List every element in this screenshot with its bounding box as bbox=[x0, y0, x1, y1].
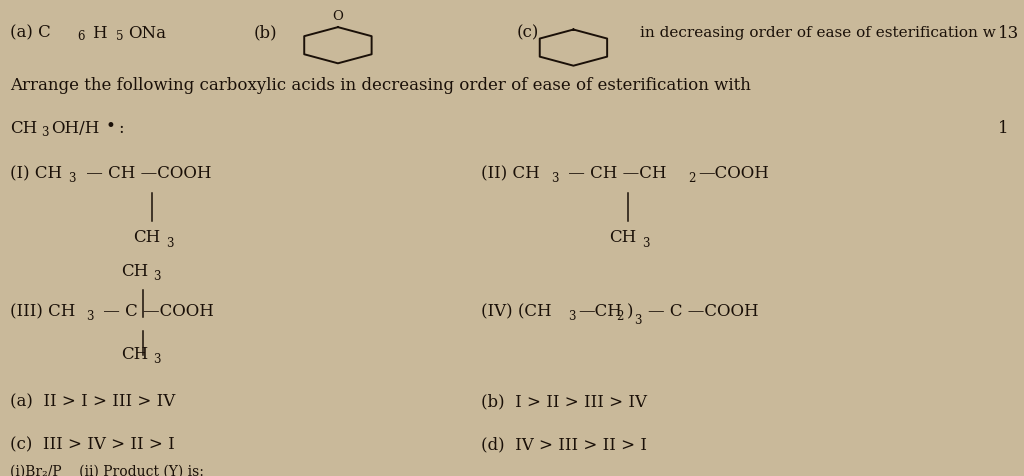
Text: 3: 3 bbox=[551, 172, 558, 185]
Text: (b): (b) bbox=[254, 25, 278, 42]
Text: CH: CH bbox=[121, 263, 148, 280]
Text: 6: 6 bbox=[77, 30, 84, 43]
Text: — C —COOH: — C —COOH bbox=[648, 303, 759, 320]
Text: — C —COOH: — C —COOH bbox=[98, 303, 214, 320]
Text: (d)  IV > III > II > I: (d) IV > III > II > I bbox=[481, 436, 647, 454]
Text: 3: 3 bbox=[154, 270, 161, 283]
Text: (i)Br₂/P    (ii) Product (Y) is:: (i)Br₂/P (ii) Product (Y) is: bbox=[10, 464, 204, 476]
Text: (c): (c) bbox=[517, 25, 540, 42]
Text: H: H bbox=[92, 25, 106, 42]
Text: 3: 3 bbox=[634, 314, 641, 327]
Text: (II) CH: (II) CH bbox=[481, 165, 540, 182]
Text: CH: CH bbox=[10, 120, 38, 137]
Text: 13: 13 bbox=[998, 25, 1020, 42]
Text: 2: 2 bbox=[616, 310, 624, 323]
Text: 5: 5 bbox=[116, 30, 123, 43]
Text: CH: CH bbox=[609, 229, 637, 247]
Text: Arrange the following carboxylic acids in decreasing order of ease of esterifica: Arrange the following carboxylic acids i… bbox=[10, 77, 752, 94]
Text: O: O bbox=[333, 10, 343, 23]
Text: (c)  III > IV > II > I: (c) III > IV > II > I bbox=[10, 436, 175, 454]
Text: — CH —COOH: — CH —COOH bbox=[81, 165, 211, 182]
Text: 3: 3 bbox=[642, 237, 649, 249]
Text: (I) CH: (I) CH bbox=[10, 165, 62, 182]
Text: (III) CH: (III) CH bbox=[10, 303, 76, 320]
Text: :: : bbox=[118, 120, 123, 137]
Text: in decreasing order of ease of esterification w: in decreasing order of ease of esterific… bbox=[640, 26, 995, 40]
Text: ): ) bbox=[627, 303, 633, 320]
Text: CH: CH bbox=[133, 229, 161, 247]
Text: —COOH: —COOH bbox=[698, 165, 769, 182]
Text: ONa: ONa bbox=[128, 25, 166, 42]
Text: (IV) (CH: (IV) (CH bbox=[481, 303, 552, 320]
Text: (a)  II > I > III > IV: (a) II > I > III > IV bbox=[10, 394, 175, 411]
Text: OH/H: OH/H bbox=[51, 120, 99, 137]
Text: 3: 3 bbox=[166, 237, 173, 249]
Text: 3: 3 bbox=[568, 310, 575, 323]
Text: 2: 2 bbox=[688, 172, 695, 185]
Text: 1: 1 bbox=[998, 120, 1009, 137]
Text: —CH: —CH bbox=[579, 303, 623, 320]
Text: 3: 3 bbox=[69, 172, 76, 185]
Text: 3: 3 bbox=[41, 126, 48, 139]
Text: CH: CH bbox=[121, 346, 148, 363]
Text: — CH —CH: — CH —CH bbox=[563, 165, 667, 182]
Text: •: • bbox=[105, 118, 116, 135]
Text: (a) C: (a) C bbox=[10, 25, 51, 42]
Text: (b)  I > II > III > IV: (b) I > II > III > IV bbox=[481, 394, 647, 411]
Text: 3: 3 bbox=[154, 353, 161, 366]
Text: 3: 3 bbox=[86, 310, 93, 323]
